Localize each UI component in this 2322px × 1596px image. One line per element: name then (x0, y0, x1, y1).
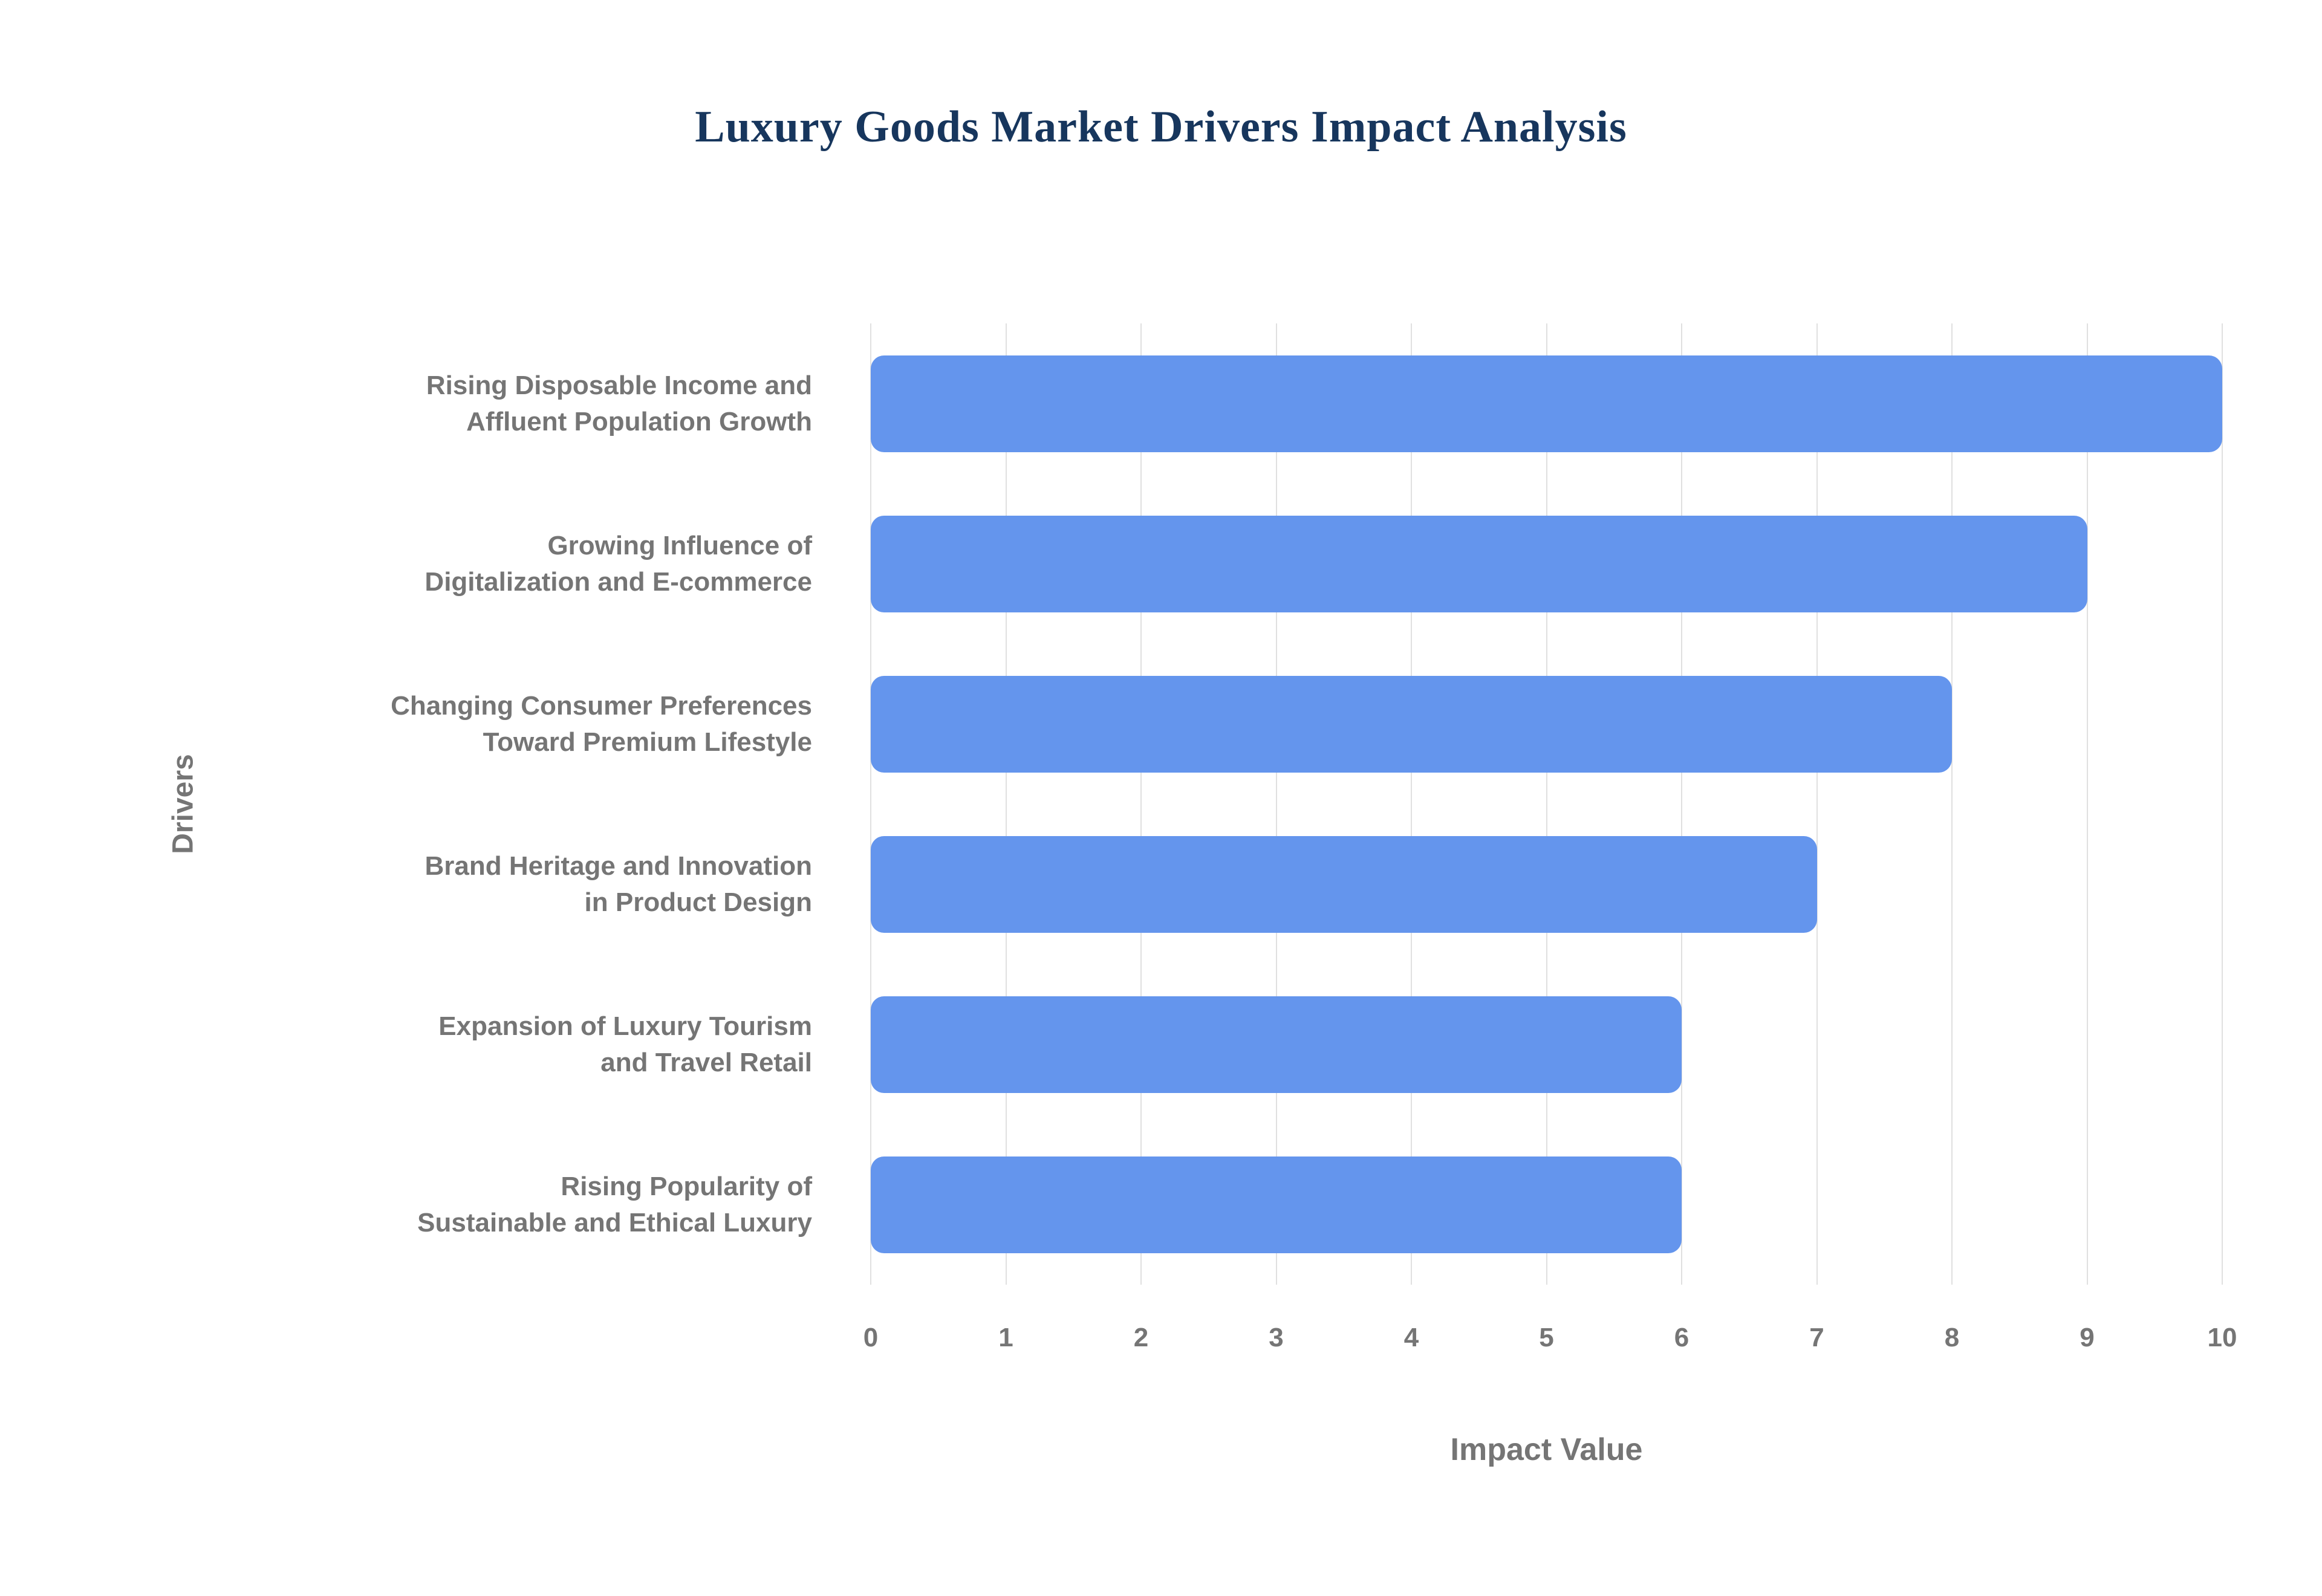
x-tick-label: 2 (1133, 1323, 1149, 1352)
category-label: Brand Heritage and Innovation in Product… (424, 851, 812, 917)
x-tick-label: 5 (1539, 1323, 1554, 1352)
gridline (1005, 323, 1007, 1285)
bar (871, 1156, 1682, 1253)
bar-row (871, 835, 2222, 933)
bar-row (871, 996, 2222, 1093)
x-tick-label: 7 (1809, 1323, 1824, 1352)
x-axis-ticks: 0 1 2 3 4 5 6 7 8 9 10 (863, 1323, 2237, 1365)
bar (871, 515, 2087, 612)
gridline (2222, 323, 2223, 1285)
bar (871, 355, 2222, 452)
category-label: Changing Consumer Preferences Toward Pre… (391, 691, 812, 757)
gridline (1546, 323, 1547, 1285)
bar-row (871, 1156, 2222, 1253)
plot-area (870, 323, 2223, 1285)
gridline (1681, 323, 1682, 1285)
category-label: Expansion of Luxury Tourism and Travel R… (438, 1011, 812, 1077)
x-tick-label: 4 (1403, 1323, 1419, 1352)
gridline (870, 323, 871, 1285)
bar-row (871, 675, 2222, 773)
gridline (1411, 323, 1412, 1285)
x-tick-label: 9 (2080, 1323, 2095, 1352)
category-labels: Rising Disposable Income and Affluent Po… (0, 323, 844, 1285)
x-tick-label: 0 (863, 1323, 879, 1352)
x-tick-label: 1 (998, 1323, 1013, 1352)
gridline (2086, 323, 2088, 1285)
category-label: Rising Popularity of Sustainable and Eth… (417, 1172, 812, 1238)
bar (871, 675, 1952, 773)
category-label: Growing Influence of Digitalization and … (424, 531, 812, 597)
x-tick-label: 6 (1674, 1323, 1689, 1352)
chart-title: Luxury Goods Market Drivers Impact Analy… (695, 102, 1627, 152)
bar (871, 996, 1682, 1093)
category-label: Rising Disposable Income and Affluent Po… (426, 371, 812, 436)
gridline (1140, 323, 1142, 1285)
x-tick-label: 10 (2207, 1323, 2237, 1352)
gridline (1275, 323, 1277, 1285)
bar-row (871, 515, 2222, 612)
gridline (1816, 323, 1818, 1285)
bar-row (871, 355, 2222, 452)
x-axis-title: Impact Value (1450, 1432, 1643, 1467)
x-tick-label: 3 (1269, 1323, 1284, 1352)
gridline (1951, 323, 1953, 1285)
x-tick-label: 8 (1944, 1323, 1960, 1352)
bar (871, 835, 1817, 933)
